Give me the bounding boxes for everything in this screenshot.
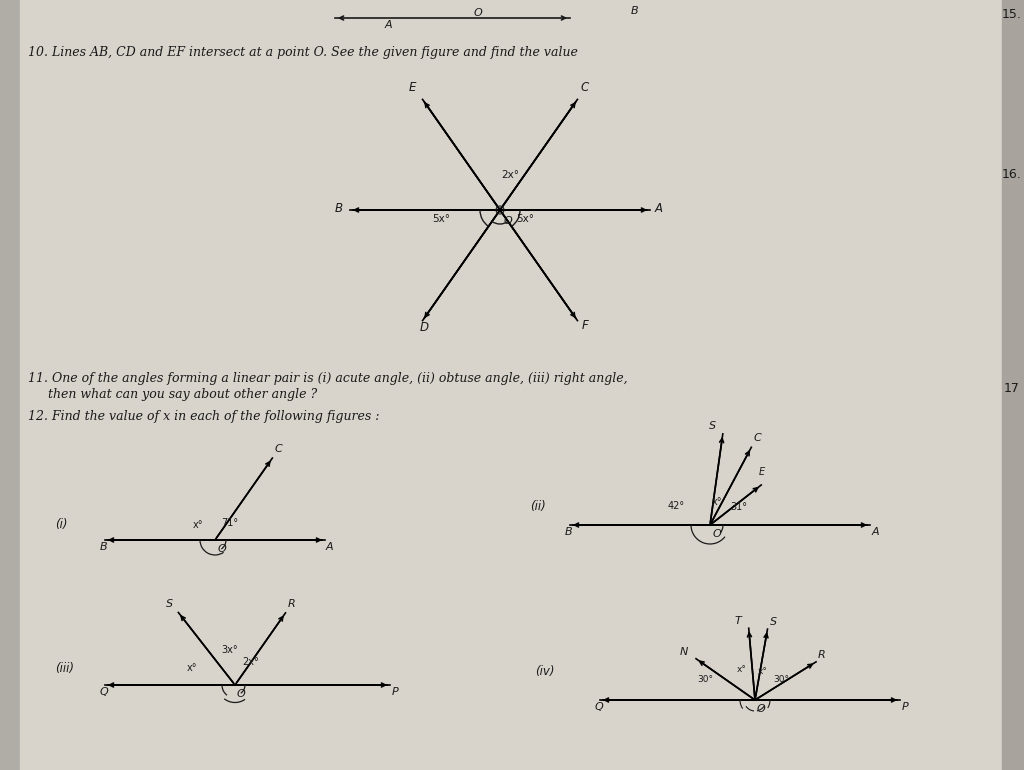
Text: S: S [709,421,716,431]
Text: Q: Q [595,702,604,712]
Text: (ii): (ii) [530,500,546,513]
Text: E: E [409,82,416,95]
Text: 17: 17 [1005,382,1020,395]
Text: F: F [582,319,588,332]
Text: S: S [769,617,776,627]
Text: 12. Find the value of x in each of the following figures :: 12. Find the value of x in each of the f… [28,410,380,423]
Polygon shape [20,0,1002,770]
Text: (i): (i) [55,518,68,531]
Text: N: N [680,647,688,657]
Text: B: B [335,202,343,215]
Text: x°: x° [193,520,204,530]
Text: Q: Q [100,687,109,697]
Bar [1002,0,1024,770]
Text: C: C [581,82,589,95]
Text: then what can you say about other angle ?: then what can you say about other angle … [48,388,317,401]
Text: 2x°: 2x° [501,170,519,180]
Text: 5x°: 5x° [516,214,534,224]
Text: O: O [713,529,722,539]
Text: A: A [384,20,392,30]
Text: (iii): (iii) [55,662,74,675]
Text: 2x°: 2x° [242,657,259,667]
Text: (iv): (iv) [535,665,555,678]
Text: x°: x° [758,667,768,676]
Text: P: P [392,687,398,697]
Text: A: A [655,202,663,215]
Text: D: D [420,320,429,333]
Text: C: C [754,434,761,444]
Text: 30°: 30° [773,675,790,684]
Text: B: B [100,542,108,552]
Text: 42°: 42° [668,501,685,511]
Text: 5x°: 5x° [432,214,450,224]
Text: O: O [757,704,766,714]
Text: 31°: 31° [730,502,746,512]
Text: O: O [237,689,246,699]
Text: A: A [326,542,334,552]
Text: 16.: 16. [1002,168,1022,181]
Text: P: P [902,702,908,712]
Text: O: O [504,216,513,226]
Text: 30°: 30° [697,675,713,684]
Text: B: B [565,527,572,537]
Text: B: B [631,6,639,16]
Text: x°: x° [187,663,198,673]
Text: 3x°: 3x° [221,645,238,655]
Text: E: E [759,467,765,477]
Text: x°: x° [712,497,723,507]
Text: R: R [818,650,825,660]
Text: R: R [288,599,295,609]
Text: O: O [218,544,226,554]
Text: T: T [735,616,741,626]
Text: 15.: 15. [1002,8,1022,21]
Text: A: A [872,527,880,537]
Text: 11. One of the angles forming a linear pair is (i) acute angle, (ii) obtuse angl: 11. One of the angles forming a linear p… [28,372,628,385]
Text: x°: x° [737,665,746,674]
Text: O: O [474,8,482,18]
Text: 10. Lines AB, CD and EF intersect at a point O. See the given figure and find th: 10. Lines AB, CD and EF intersect at a p… [28,46,578,59]
Text: C: C [274,444,282,454]
Text: 71°: 71° [221,518,239,528]
Text: S: S [166,598,173,608]
